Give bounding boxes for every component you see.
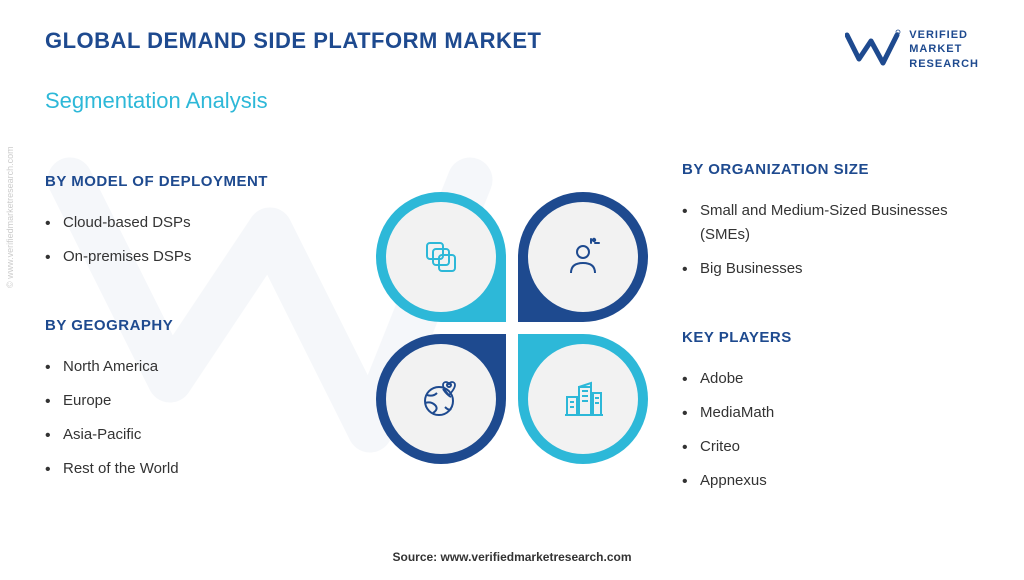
deployment-list: Cloud-based DSPs On-premises DSPs xyxy=(45,206,342,274)
org-size-list: Small and Medium-Sized Businesses (SMEs)… xyxy=(682,194,979,286)
list-item: Cloud-based DSPs xyxy=(45,206,342,240)
page-title: GLOBAL DEMAND SIDE PLATFORM MARKET xyxy=(45,28,542,54)
petal-bottom-left xyxy=(376,334,506,464)
source-attribution: Source: www.verifiedmarketresearch.com xyxy=(0,550,1024,564)
list-item: Big Businesses xyxy=(682,252,979,286)
list-item: On-premises DSPs xyxy=(45,240,342,274)
right-column: BY ORGANIZATION SIZE Small and Medium-Si… xyxy=(652,158,979,498)
list-item: Europe xyxy=(45,384,342,418)
list-item: Criteo xyxy=(682,430,979,464)
globe-icon xyxy=(419,377,463,421)
section-title: KEY PLAYERS xyxy=(682,326,979,350)
content-area: BY MODEL OF DEPLOYMENT Cloud-based DSPs … xyxy=(45,130,979,526)
key-players-list: Adobe MediaMath Criteo Appnexus xyxy=(682,362,979,498)
list-item: Rest of the World xyxy=(45,452,342,486)
left-column: BY MODEL OF DEPLOYMENT Cloud-based DSPs … xyxy=(45,170,372,486)
petal-inner xyxy=(528,202,638,312)
header: GLOBAL DEMAND SIDE PLATFORM MARKET R VER… xyxy=(45,28,979,71)
logo-line3: RESEARCH xyxy=(909,57,979,71)
list-item: MediaMath xyxy=(682,396,979,430)
list-item: Asia-Pacific xyxy=(45,418,342,452)
section-title: BY ORGANIZATION SIZE xyxy=(682,158,979,182)
petal-inner xyxy=(386,344,496,454)
brand-logo: R VERIFIED MARKET RESEARCH xyxy=(845,28,979,71)
subtitle: Segmentation Analysis xyxy=(45,88,268,114)
layers-icon xyxy=(419,235,463,279)
buildings-icon xyxy=(561,377,605,421)
person-icon xyxy=(561,235,605,279)
list-item: Adobe xyxy=(682,362,979,396)
logo-mark-icon: R xyxy=(845,29,901,69)
section-deployment: BY MODEL OF DEPLOYMENT Cloud-based DSPs … xyxy=(45,170,342,274)
center-petals-graphic xyxy=(372,188,652,468)
logo-line1: VERIFIED xyxy=(909,28,979,42)
list-item: Small and Medium-Sized Businesses (SMEs) xyxy=(682,194,979,252)
petal-bottom-right xyxy=(518,334,648,464)
list-item: North America xyxy=(45,350,342,384)
logo-line2: MARKET xyxy=(909,42,979,56)
section-title: BY GEOGRAPHY xyxy=(45,314,342,338)
section-geography: BY GEOGRAPHY North America Europe Asia-P… xyxy=(45,314,342,486)
petal-top-right xyxy=(518,192,648,322)
petal-top-left xyxy=(376,192,506,322)
list-item: Appnexus xyxy=(682,464,979,498)
petal-inner xyxy=(528,344,638,454)
geography-list: North America Europe Asia-Pacific Rest o… xyxy=(45,350,342,486)
logo-text: VERIFIED MARKET RESEARCH xyxy=(909,28,979,71)
petal-inner xyxy=(386,202,496,312)
section-organization-size: BY ORGANIZATION SIZE Small and Medium-Si… xyxy=(682,158,979,286)
section-title: BY MODEL OF DEPLOYMENT xyxy=(45,170,342,194)
watermark-copyright: © www.verifiedmarketresearch.com xyxy=(5,146,15,288)
section-key-players: KEY PLAYERS Adobe MediaMath Criteo Appne… xyxy=(682,326,979,498)
